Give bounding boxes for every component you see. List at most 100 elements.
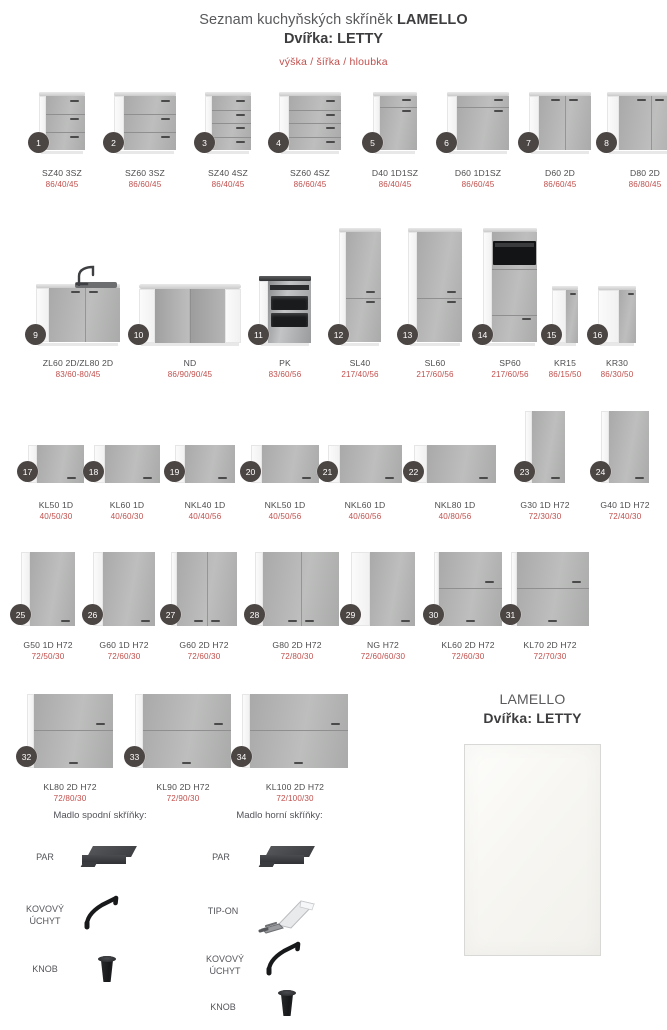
- product-cell[interactable]: 31 KL70 2D H72 72/70/30: [480, 552, 620, 662]
- product-dimensions: 72/80/30: [280, 652, 314, 661]
- page-header: Seznam kuchyňských skříněk LAMELLO Dvířk…: [0, 0, 667, 68]
- product-cell[interactable]: 14 SP60 217/60/56: [440, 228, 580, 380]
- product-dimensions: 72/60/30: [187, 652, 221, 661]
- handle-row-bow-bottom: KOVOVÝ ÚCHYT: [16, 894, 184, 946]
- product-cell[interactable]: 15 KR15 86/15/50: [495, 286, 635, 380]
- product-number-badge: 22: [403, 461, 424, 482]
- product-image: 15: [495, 286, 635, 346]
- product-cell[interactable]: 18 KL60 1D 40/60/30: [57, 445, 197, 522]
- product-cell[interactable]: 6 D60 1D1SZ 86/60/45: [408, 92, 548, 190]
- product-code: KL60 2D H72: [441, 640, 495, 650]
- product-code: KL60 1D: [109, 500, 145, 510]
- product-cell[interactable]: 30 KL60 2D H72 72/60/30: [398, 552, 538, 662]
- product-image: 18: [57, 445, 197, 483]
- product-dimensions: 83/60/56: [268, 370, 302, 379]
- product-cell[interactable]: 2 SZ60 3SZ 86/60/45: [75, 92, 215, 190]
- product-dimensions: 86/40/45: [45, 180, 79, 189]
- product-cell[interactable]: 1 SZ40 3SZ 86/40/45: [0, 92, 132, 190]
- product-code: G60 2D H72: [179, 640, 229, 650]
- page-title-brand: LAMELLO: [396, 12, 468, 28]
- product-cell[interactable]: 10 ND 86/90/90/45: [120, 284, 260, 380]
- product-cell[interactable]: 22 NKL80 1D 40/80/56: [385, 445, 525, 522]
- product-image: 16: [547, 286, 667, 346]
- product-cell[interactable]: 28 G80 2D H72 72/80/30: [227, 552, 367, 662]
- bow-handle-icon: [264, 940, 306, 976]
- product-image: 8: [575, 92, 667, 154]
- product-code: SL60: [424, 358, 446, 368]
- page-subtitle: Dvířka: LETTY: [283, 31, 384, 47]
- product-code: D60 1D1SZ: [454, 168, 502, 178]
- product-number-badge: 8: [596, 132, 617, 153]
- product-code: NKL80 1D: [434, 500, 476, 510]
- product-number-badge: 19: [164, 461, 185, 482]
- product-cell[interactable]: 4 SZ60 4SZ 86/60/45: [240, 92, 380, 190]
- product-code: D60 2D: [544, 168, 576, 178]
- product-number-badge: 11: [248, 324, 269, 345]
- product-number-badge: 1: [28, 132, 49, 153]
- product-dimensions: 86/40/45: [378, 180, 412, 189]
- handle-label-knob-bottom: KNOB: [32, 964, 58, 974]
- product-number-badge: 7: [518, 132, 539, 153]
- product-cell[interactable]: 21 NKL60 1D 40/60/56: [295, 445, 435, 522]
- product-dimensions: 72/90/30: [166, 794, 200, 803]
- product-code: D80 2D: [629, 168, 661, 178]
- product-code: KL50 1D: [38, 500, 74, 510]
- product-number-badge: 21: [317, 461, 338, 482]
- product-cell[interactable]: 13 SL60 217/60/56: [365, 228, 505, 380]
- handle-label-par-bottom: PAR: [36, 852, 54, 862]
- product-number-badge: 27: [160, 604, 181, 625]
- product-cell[interactable]: 32 KL80 2D H72 72/80/30: [0, 694, 140, 804]
- product-code: NKL50 1D: [264, 500, 306, 510]
- product-dimensions: 86/40/45: [211, 180, 245, 189]
- product-cell[interactable]: 26 G60 1D H72 72/60/30: [54, 552, 194, 662]
- product-code: G60 1D H72: [99, 640, 149, 650]
- product-dimensions: 40/50/30: [39, 512, 73, 521]
- product-code: KL80 2D H72: [43, 782, 97, 792]
- product-cell[interactable]: 17 KL50 1D 40/50/30: [0, 445, 126, 522]
- product-dimensions: 72/70/30: [533, 652, 567, 661]
- product-code: D40 1D1SZ: [371, 168, 419, 178]
- product-image: 6: [408, 92, 548, 154]
- product-cell[interactable]: 5 D40 1D1SZ 86/40/45: [325, 92, 465, 190]
- product-cell[interactable]: 9 ZL60 2D/ZL80 2D 83/60-80/45: [8, 265, 148, 380]
- product-cell[interactable]: 33 KL90 2D H72 72/90/30: [113, 694, 253, 804]
- product-cell[interactable]: 7 D60 2D 86/60/45: [490, 92, 630, 190]
- product-code: NKL40 1D: [184, 500, 226, 510]
- product-cell[interactable]: 3 SZ40 4SZ 86/40/45: [158, 92, 298, 190]
- product-code: ND: [183, 358, 197, 368]
- product-code: NG H72: [367, 640, 399, 650]
- product-number-badge: 3: [194, 132, 215, 153]
- product-cell[interactable]: 34 KL100 2D H72 72/100/30: [225, 694, 365, 804]
- product-cell[interactable]: 20 NKL50 1D 40/50/56: [215, 445, 355, 522]
- product-dimensions: 40/60/56: [348, 512, 382, 521]
- product-cell[interactable]: 12 SL40 217/40/56: [290, 228, 430, 380]
- handle-label-par-top: PAR: [212, 852, 230, 862]
- product-image: 21: [295, 445, 435, 483]
- product-cell[interactable]: 11 PK 83/60/56: [215, 276, 355, 380]
- door-sample-image: [464, 744, 601, 956]
- product-cell[interactable]: 24 G40 1D H72 72/40/30: [555, 411, 667, 522]
- handle-row-bow-top: KOVOVÝ ÚCHYT: [192, 940, 367, 992]
- product-dimensions: 72/40/30: [608, 512, 642, 521]
- product-cell[interactable]: 27 G60 2D H72 72/60/30: [134, 552, 274, 662]
- product-cell[interactable]: 29 NG H72 72/60/60/30: [313, 552, 453, 662]
- product-number-badge: 24: [590, 461, 611, 482]
- product-cell[interactable]: 16 KR30 86/30/50: [547, 286, 667, 380]
- product-dimensions: 86/30/50: [600, 370, 634, 379]
- door-sample-name: Dvířka: LETTY: [483, 710, 582, 726]
- product-code: SZ60 4SZ: [290, 168, 330, 178]
- product-cell[interactable]: 23 G30 1D H72 72/30/30: [475, 411, 615, 522]
- product-cell[interactable]: 8 D80 2D 86/80/45: [575, 92, 667, 190]
- product-dimensions: 86/60/45: [128, 180, 162, 189]
- product-dimensions: 72/60/30: [451, 652, 485, 661]
- product-dimensions: 86/15/50: [548, 370, 582, 379]
- product-image: 29: [313, 552, 453, 626]
- product-number-badge: 31: [500, 604, 521, 625]
- product-image: 25: [0, 552, 118, 626]
- product-cell[interactable]: 25 G50 1D H72 72/50/30: [0, 552, 118, 662]
- product-cell[interactable]: 19 NKL40 1D 40/40/56: [135, 445, 275, 522]
- product-dimensions: 40/80/56: [438, 512, 472, 521]
- product-image: 22: [385, 445, 525, 483]
- par-handle-icon: [258, 846, 315, 868]
